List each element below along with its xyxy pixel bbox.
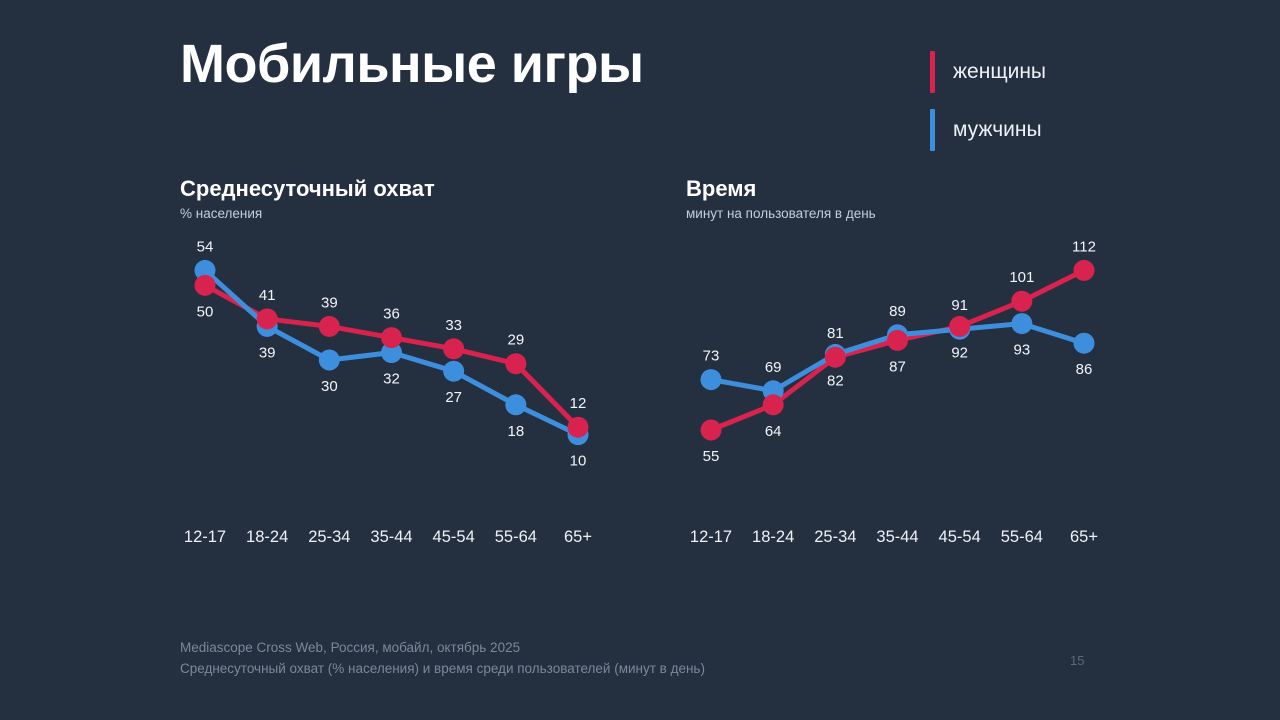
data-point-мужчины-12-17[interactable]: [700, 369, 722, 391]
value-label-мужчины-18-24: 69: [765, 359, 782, 376]
legend: женщины мужчины: [930, 51, 1047, 151]
value-label-женщины-65+: 112: [1072, 238, 1096, 255]
value-label-мужчины-45-54: 91: [951, 297, 968, 314]
value-label-мужчины-45-54: 27: [445, 389, 462, 406]
data-point-мужчины-35-44[interactable]: [381, 342, 402, 364]
data-point-женщины-18-24[interactable]: [256, 308, 278, 330]
data-point-женщины-35-44[interactable]: [887, 329, 908, 351]
value-label-мужчины-65+: 10: [570, 453, 587, 470]
data-point-женщины-18-24[interactable]: [762, 394, 784, 416]
data-point-женщины-45-54[interactable]: [443, 338, 465, 360]
chart-panel-reach: Среднесуточный охват % населения 54 39 30 3…: [180, 176, 650, 576]
value-label-мужчины-55-64: 93: [1013, 342, 1030, 359]
value-label-мужчины-12-17: 73: [703, 348, 720, 365]
line-chart-time: 73 69 82 89 91 93 86 55 64 81 87 92 101 112: [700, 238, 1096, 465]
value-label-женщины-25-34: 81: [827, 325, 844, 342]
data-point-мужчины-45-54[interactable]: [443, 360, 465, 382]
data-point-мужчины-55-64[interactable]: [1011, 313, 1033, 335]
x-tick-18-24: 18-24: [752, 528, 795, 546]
data-point-женщины-65+[interactable]: [567, 416, 589, 438]
x-tick-12-17: 12-17: [183, 528, 227, 546]
data-point-женщины-65+[interactable]: [1073, 259, 1095, 281]
value-label-женщины-45-54: 92: [951, 344, 968, 361]
value-label-женщины-55-64: 101: [1009, 269, 1034, 286]
data-point-женщины-12-17[interactable]: [194, 274, 216, 296]
data-point-мужчины-25-34[interactable]: [318, 349, 340, 371]
x-tick-25-34: 25-34: [308, 528, 351, 546]
value-label-мужчины-65+: 86: [1076, 361, 1093, 378]
chart-subtitle-time: минут на пользователя в день: [686, 206, 876, 222]
legend-label-women: женщины: [953, 60, 1047, 83]
page-number: 15: [1070, 653, 1085, 668]
x-axis-reach: 12-17 18-24 25-34 35-44 45-54 55-64 65+: [180, 528, 650, 556]
value-label-мужчины-12-17: 54: [197, 238, 214, 255]
value-label-мужчины-35-44: 89: [889, 303, 906, 320]
data-point-мужчины-55-64[interactable]: [505, 394, 527, 416]
value-label-мужчины-25-34: 82: [827, 372, 844, 389]
data-point-женщины-45-54[interactable]: [949, 315, 971, 337]
value-label-женщины-45-54: 33: [445, 317, 462, 334]
x-tick-65+: 65+: [1070, 528, 1098, 546]
x-tick-55-64: 55-64: [1000, 528, 1043, 546]
line-chart-reach: 54 39 30 32 27 18 10 50 41 39 36 33 29 12: [194, 238, 589, 470]
value-label-женщины-18-24: 64: [765, 423, 782, 440]
value-label-женщины-65+: 12: [570, 395, 587, 412]
x-tick-35-44: 35-44: [370, 528, 413, 546]
x-tick-25-34: 25-34: [814, 528, 857, 546]
x-tick-45-54: 45-54: [938, 528, 981, 546]
value-label-женщины-12-17: 50: [197, 303, 214, 320]
page-title: Мобильные игры: [180, 34, 644, 94]
footer-description-line: Среднесуточный охват (% населения) и вре…: [180, 660, 705, 676]
x-tick-55-64: 55-64: [494, 528, 537, 546]
x-tick-18-24: 18-24: [246, 528, 289, 546]
x-tick-65+: 65+: [564, 528, 592, 546]
value-label-женщины-55-64: 29: [507, 332, 524, 349]
data-point-мужчины-65+[interactable]: [1073, 332, 1095, 354]
data-point-мужчины-12-17[interactable]: [194, 259, 216, 281]
chart-panel-time: Время минут на пользователя в день 73 69 8…: [686, 176, 1156, 576]
value-label-женщины-12-17: 55: [703, 448, 720, 465]
data-point-женщины-55-64[interactable]: [505, 353, 527, 375]
x-tick-12-17: 12-17: [689, 528, 733, 546]
legend-swatch-men: [930, 109, 935, 151]
footer: Mediascope Cross Web, Россия, мобайл, ок…: [180, 638, 705, 680]
legend-item-men[interactable]: мужчины: [930, 109, 1046, 151]
value-label-мужчины-35-44: 32: [383, 371, 400, 388]
x-axis-time: 12-17 18-24 25-34 35-44 45-54 55-64 65+: [686, 528, 1156, 556]
chart-plot-time: 73 69 82 89 91 93 86 55 64 81 87 92 101 112: [686, 220, 1156, 550]
x-tick-35-44: 35-44: [876, 528, 919, 546]
data-point-женщины-55-64[interactable]: [1011, 290, 1033, 312]
chart-plot-reach: 54 39 30 32 27 18 10 50 41 39 36 33 29 12: [180, 220, 650, 550]
data-point-женщины-12-17[interactable]: [700, 419, 722, 441]
chart-subtitle-reach: % населения: [180, 206, 263, 222]
value-label-мужчины-55-64: 18: [507, 423, 524, 440]
value-label-женщины-18-24: 41: [259, 287, 276, 304]
value-label-женщины-25-34: 39: [321, 294, 338, 311]
value-label-мужчины-18-24: 39: [259, 344, 276, 361]
x-tick-45-54: 45-54: [432, 528, 475, 546]
value-label-женщины-35-44: 36: [383, 306, 400, 323]
legend-label-men: мужчины: [953, 118, 1042, 141]
value-label-женщины-35-44: 87: [889, 358, 906, 375]
chart-title-time: Время: [686, 176, 757, 201]
value-label-мужчины-25-34: 30: [321, 378, 338, 395]
data-point-женщины-35-44[interactable]: [381, 327, 402, 349]
legend-swatch-women: [930, 51, 935, 93]
data-point-женщины-25-34[interactable]: [824, 346, 846, 368]
chart-title-reach: Среднесуточный охват: [180, 176, 435, 201]
data-point-женщины-25-34[interactable]: [318, 315, 340, 337]
legend-item-women[interactable]: женщины: [930, 51, 1047, 93]
footer-source-line: Mediascope Cross Web, Россия, мобайл, ок…: [180, 640, 521, 655]
